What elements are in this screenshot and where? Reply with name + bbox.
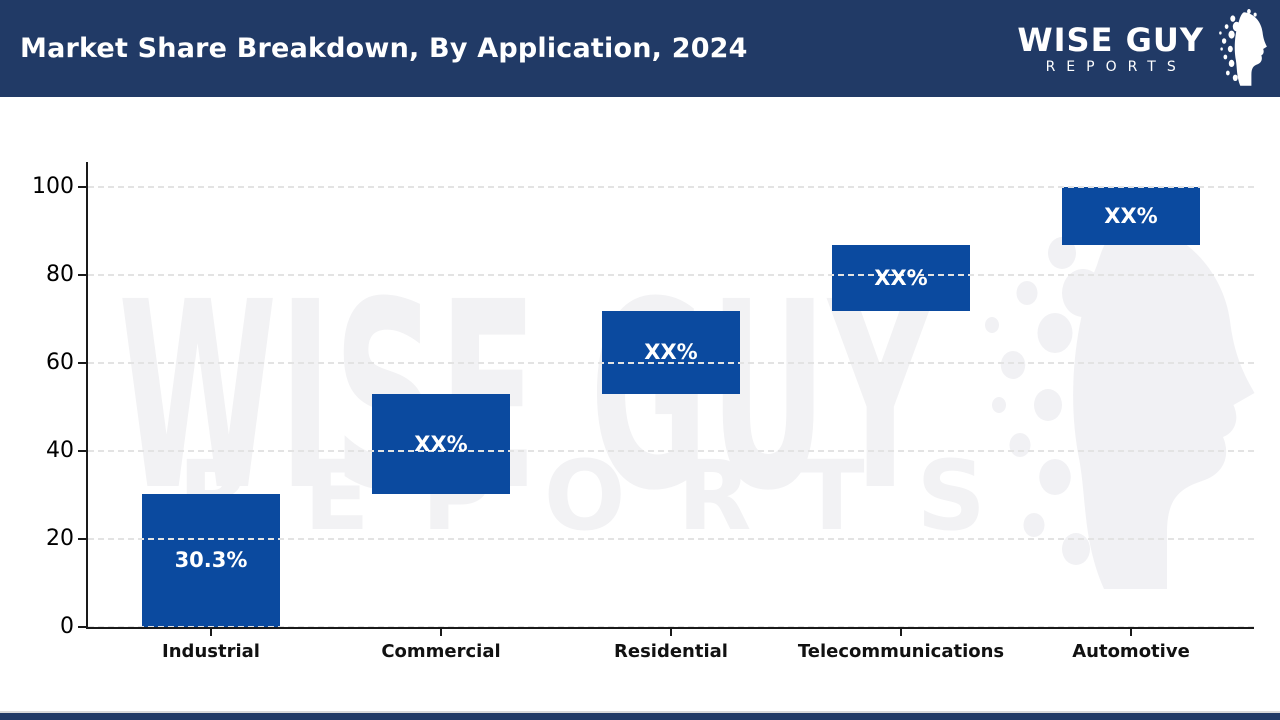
x-tick-residential (670, 629, 672, 636)
header-bar: Market Share Breakdown, By Application, … (0, 0, 1280, 97)
x-tick-automotive (1130, 629, 1132, 636)
bar-label-residential: XX% (644, 340, 698, 365)
gridline-60 (88, 362, 1254, 364)
x-axis-line (86, 627, 1254, 629)
y-tick-60 (78, 362, 86, 364)
bar-industrial (142, 493, 280, 627)
y-tick-80 (78, 274, 86, 276)
gridline-80 (88, 274, 1254, 276)
bar-residential (602, 310, 740, 394)
y-tick-20 (78, 538, 86, 540)
page-title: Market Share Breakdown, By Application, … (20, 33, 748, 64)
y-tick-label-80: 80 (46, 262, 74, 287)
x-label-industrial: Industrial (162, 641, 260, 662)
bar-label-automotive: XX% (1104, 203, 1158, 228)
bar-telecommunications (832, 244, 970, 311)
gridline-100 (88, 186, 1254, 188)
x-tick-telecommunications (900, 629, 902, 636)
y-tick-label-40: 40 (46, 438, 74, 463)
x-label-telecommunications: Telecommunications (797, 641, 1005, 662)
y-tick-40 (78, 450, 86, 452)
x-tick-commercial (440, 629, 442, 636)
y-tick-0 (78, 626, 86, 628)
y-tick-label-20: 20 (46, 526, 74, 551)
x-label-automotive: Automotive (1072, 641, 1190, 662)
logo-reports-text: REPORTS (1045, 58, 1187, 75)
gridline-20 (88, 538, 1254, 540)
bar-commercial (372, 393, 510, 494)
footer-bar (0, 711, 1280, 720)
gridline-40 (88, 450, 1254, 452)
y-tick-label-60: 60 (46, 350, 74, 375)
y-tick-label-100: 100 (32, 174, 74, 199)
bar-label-telecommunications: XX% (874, 265, 928, 290)
bar-label-commercial: XX% (414, 431, 468, 456)
x-label-residential: Residential (614, 641, 728, 662)
wise-guy-reports-logo: WISE GUY REPORTS (1017, 9, 1270, 89)
y-tick-label-0: 0 (60, 614, 74, 639)
bar-label-industrial: 30.3% (174, 548, 248, 573)
logo-text: WISE GUY REPORTS (1017, 24, 1204, 74)
logo-wiseguy-text: WISE GUY (1017, 20, 1204, 59)
y-axis-line (86, 162, 88, 629)
logo-face-icon (1208, 9, 1270, 89)
x-tick-industrial (210, 629, 212, 636)
y-tick-100 (78, 186, 86, 188)
x-label-commercial: Commercial (381, 641, 501, 662)
